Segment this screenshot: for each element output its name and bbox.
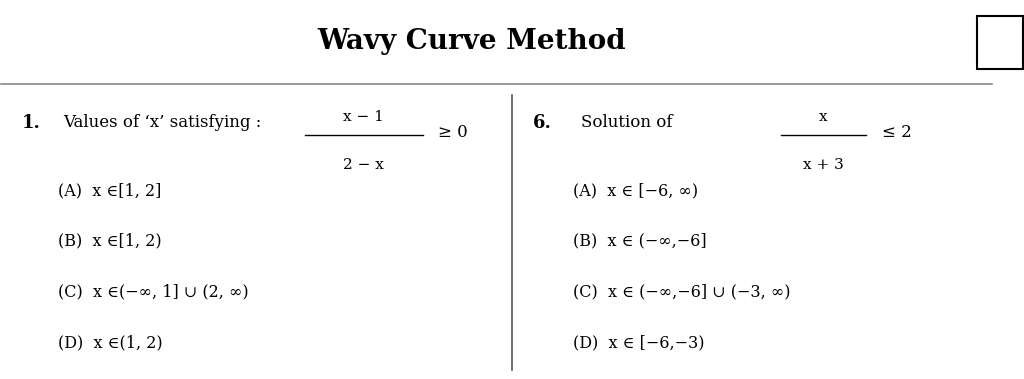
Text: ≥ 0: ≥ 0 xyxy=(438,124,468,141)
Text: (B)  x ∈ (−∞,−6]: (B) x ∈ (−∞,−6] xyxy=(573,233,707,250)
Text: ≤ 2: ≤ 2 xyxy=(882,124,911,141)
Text: (C)  x ∈ (−∞,−6] ∪ (−3, ∞): (C) x ∈ (−∞,−6] ∪ (−3, ∞) xyxy=(573,283,791,301)
Text: x − 1: x − 1 xyxy=(343,111,384,124)
Bar xyxy=(977,16,1023,69)
Text: 1.: 1. xyxy=(22,114,41,132)
Text: 6.: 6. xyxy=(532,114,551,132)
Text: x: x xyxy=(819,111,827,124)
Text: 2 − x: 2 − x xyxy=(343,158,384,172)
Text: (B)  x ∈[1, 2): (B) x ∈[1, 2) xyxy=(57,233,161,250)
Text: (D)  x ∈ [−6,−3): (D) x ∈ [−6,−3) xyxy=(573,334,705,351)
Text: x + 3: x + 3 xyxy=(803,158,844,172)
Text: (A)  x ∈[1, 2]: (A) x ∈[1, 2] xyxy=(57,182,161,199)
Text: Values of ‘x’ satisfying :: Values of ‘x’ satisfying : xyxy=(62,114,261,131)
Text: (A)  x ∈ [−6, ∞): (A) x ∈ [−6, ∞) xyxy=(573,182,698,199)
Text: (D)  x ∈(1, 2): (D) x ∈(1, 2) xyxy=(57,334,162,351)
Text: (C)  x ∈(−∞, 1] ∪ (2, ∞): (C) x ∈(−∞, 1] ∪ (2, ∞) xyxy=(57,283,248,301)
Text: Wavy Curve Method: Wavy Curve Method xyxy=(316,28,626,55)
Text: Solution of: Solution of xyxy=(582,114,673,131)
